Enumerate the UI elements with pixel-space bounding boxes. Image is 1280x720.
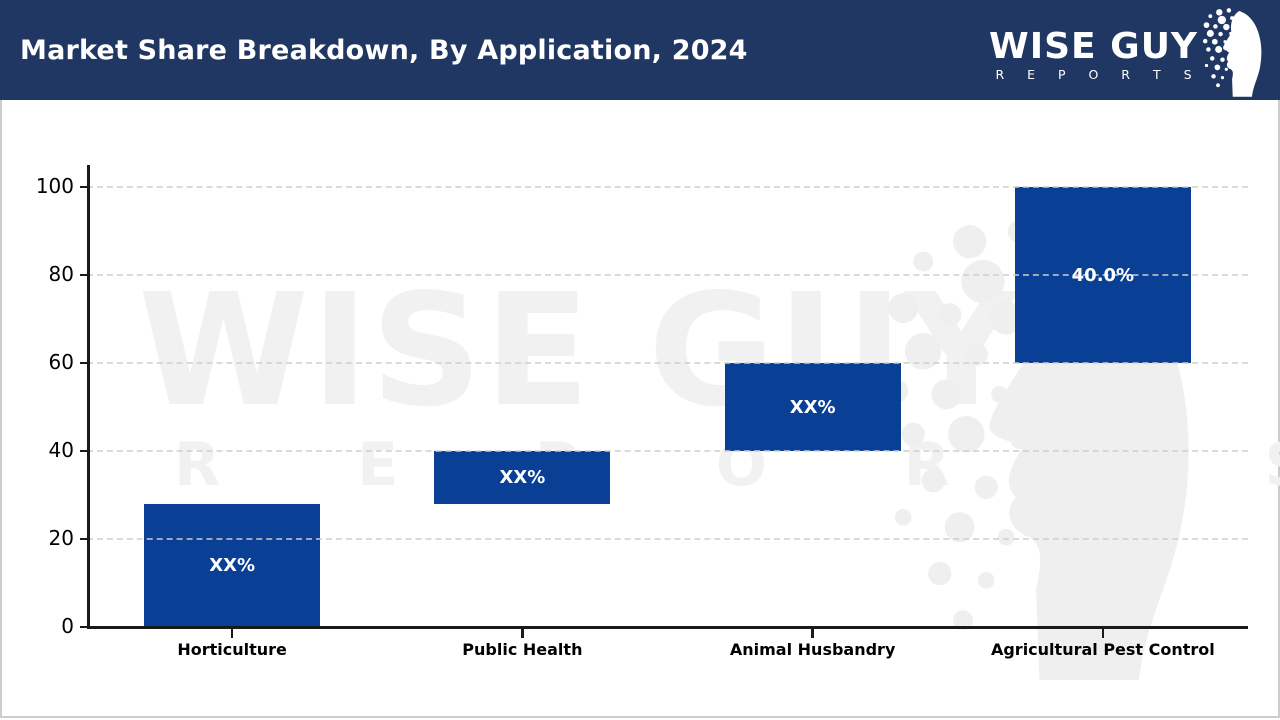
- y-axis-line: [87, 165, 90, 628]
- header-bar: Market Share Breakdown, By Application, …: [0, 0, 1280, 100]
- y-tick-label-60: 60: [48, 350, 74, 374]
- y-tick-40: [80, 449, 88, 453]
- bar-value-label: XX%: [209, 554, 256, 576]
- category-label: Animal Husbandry: [729, 640, 896, 659]
- bar-value-label: XX%: [499, 466, 546, 488]
- y-tick-label-100: 100: [35, 174, 74, 198]
- category-label: Horticulture: [177, 640, 287, 659]
- brand-logo-text: WISE GUY R E P O R T S: [988, 25, 1202, 82]
- brand-logo: WISE GUY R E P O R T S: [989, 6, 1266, 98]
- x-tick-3: [1101, 629, 1105, 638]
- y-tick-label-80: 80: [48, 262, 74, 286]
- y-tick-label-40: 40: [48, 438, 74, 462]
- y-tick-0: [80, 625, 88, 629]
- bar-animal-husbandry: [724, 363, 901, 451]
- y-tick-20: [80, 537, 88, 541]
- chart-area: WISE GUY R E P O R T S 0 20 40 60 80 100 XX% Ho…: [0, 100, 1280, 718]
- x-tick-0: [230, 629, 234, 638]
- bar-value-label: XX%: [789, 396, 836, 418]
- y-tick-label-20: 20: [48, 526, 74, 550]
- x-tick-2: [811, 629, 814, 638]
- y-tick-label-0: 0: [61, 614, 74, 638]
- bar-horticulture: [144, 503, 321, 627]
- dot-face-logo-icon: [1202, 8, 1262, 97]
- category-label: Agricultural Pest Control: [990, 640, 1215, 659]
- gridline-80: [87, 274, 1248, 276]
- x-tick-1: [521, 629, 524, 638]
- gridline-40: [87, 450, 1248, 452]
- gridline-100: [87, 186, 1248, 188]
- page-title: Market Share Breakdown, By Application, …: [20, 34, 748, 66]
- bar-value-label: 40.0%: [1071, 264, 1135, 286]
- bar-public-health: [434, 451, 611, 504]
- x-axis-line: [87, 626, 1248, 629]
- category-label: Public Health: [462, 640, 583, 659]
- gridline-60: [87, 362, 1248, 364]
- brand-subname: R E P O R T S: [995, 66, 1202, 82]
- y-tick-80: [80, 273, 88, 277]
- brand-name: WISE GUY: [988, 25, 1198, 67]
- y-tick-100: [80, 185, 88, 189]
- y-tick-60: [80, 361, 88, 365]
- gridline-20: [87, 538, 1248, 540]
